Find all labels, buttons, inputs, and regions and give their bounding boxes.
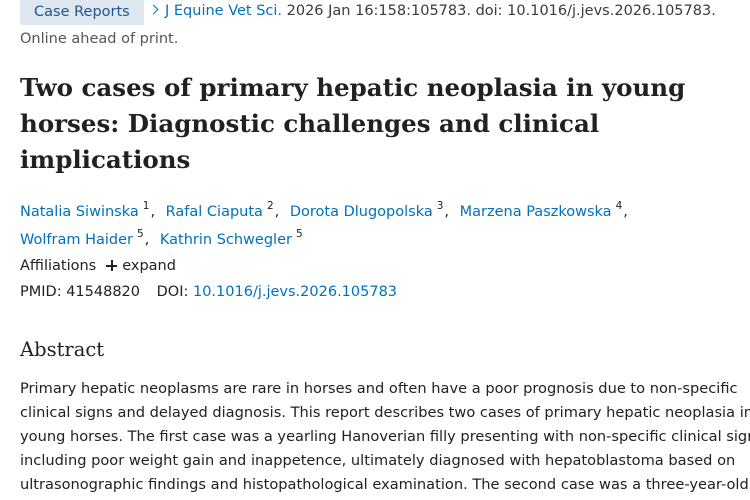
author-separator: , xyxy=(274,203,280,220)
affiliation-number[interactable]: 5 xyxy=(136,227,144,240)
affiliation-number[interactable]: 3 xyxy=(436,200,444,212)
doi-label: DOI: xyxy=(156,284,189,300)
author: Natalia Siwinska 1, xyxy=(20,200,156,220)
affiliation-number[interactable]: 1 xyxy=(142,200,150,212)
author-name[interactable]: Kathrin Schwegler xyxy=(159,231,292,248)
author: Kathrin Schwegler 5 xyxy=(159,228,304,248)
identifiers: PMID: 41548820 DOI: 10.1016/j.jevs.2026.… xyxy=(20,284,397,300)
chevron-icon[interactable] xyxy=(148,4,159,15)
expand-toggle[interactable]: expand xyxy=(122,258,176,274)
publication-status: Online ahead of print. xyxy=(20,31,179,47)
author-separator: , xyxy=(144,231,150,248)
citation-text: 2026 Jan 16:158:105783. doi: 10.1016/j.j… xyxy=(286,3,716,19)
author-name[interactable]: Natalia Siwinska xyxy=(20,203,139,220)
title-line: implications xyxy=(20,145,191,174)
expand-icon[interactable] xyxy=(106,260,118,271)
journal-link[interactable]: J Equine Vet Sci. xyxy=(165,3,283,19)
affiliation-number[interactable]: 4 xyxy=(615,200,623,212)
abstract-line: clinical signs and delayed diagnosis. Th… xyxy=(20,404,750,421)
pmid-label: PMID: xyxy=(20,284,62,300)
doi-link[interactable]: 10.1016/j.jevs.2026.105783 xyxy=(192,284,398,300)
author-separator: , xyxy=(150,203,156,220)
abstract-line: Primary hepatic neoplasms are rare in ho… xyxy=(20,380,738,397)
author-name[interactable]: Rafal Ciaputa xyxy=(165,203,263,220)
title-line: horses: Diagnostic challenges and clinic… xyxy=(20,109,600,138)
affiliations: Affiliations expand xyxy=(20,258,176,274)
author-name[interactable]: Marzena Paszkowska xyxy=(459,203,612,220)
article-title: Two cases of primary hepatic neoplasia i… xyxy=(20,70,685,178)
author: Dorota Dlugopolska 3, xyxy=(289,200,450,220)
affiliation-number[interactable]: 2 xyxy=(266,200,274,212)
author-name[interactable]: Dorota Dlugopolska xyxy=(289,203,433,220)
author-list: Natalia Siwinska 1, Rafal Ciaputa 2, Dorot… xyxy=(20,196,660,252)
pmid: 41548820 xyxy=(66,284,141,300)
abstract-line: including poor weight gain and inappeten… xyxy=(20,452,736,469)
author-name[interactable]: Wolfram Haider xyxy=(20,231,133,248)
author: Wolfram Haider 5, xyxy=(20,228,150,248)
author-separator: , xyxy=(623,203,628,220)
title-line: Two cases of primary hepatic neoplasia i… xyxy=(20,73,686,102)
author: Marzena Paszkowska 4, xyxy=(459,200,628,220)
author: Rafal Ciaputa 2, xyxy=(165,200,280,220)
citation: J Equine Vet Sci. 2026 Jan 16:158:105783… xyxy=(148,3,716,19)
affiliations-label: Affiliations xyxy=(20,258,97,274)
publication-type[interactable]: Case Reports xyxy=(20,0,144,25)
abstract-text: Primary hepatic neoplasms are rare in ho… xyxy=(20,377,750,497)
abstract-line: young horses. The first case was a yearl… xyxy=(20,428,750,445)
abstract-heading: Abstract xyxy=(20,338,105,361)
abstract-line: ultrasonographic findings and histopatho… xyxy=(20,476,749,493)
author-separator: , xyxy=(444,203,450,220)
affiliation-number[interactable]: 5 xyxy=(295,227,303,240)
